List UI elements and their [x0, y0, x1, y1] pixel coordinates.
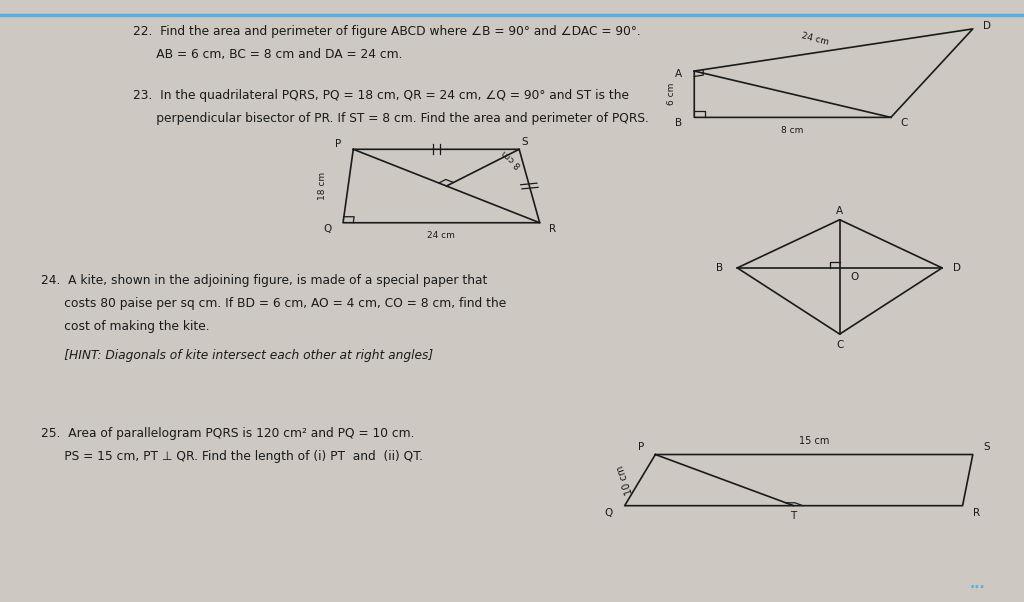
Text: Q: Q: [604, 508, 612, 518]
Text: 15 cm: 15 cm: [799, 436, 829, 446]
Text: D: D: [953, 263, 962, 273]
Text: 24 cm: 24 cm: [801, 31, 829, 47]
Text: perpendicular bisector of PR. If ST = 8 cm. Find the area and perimeter of PQRS.: perpendicular bisector of PR. If ST = 8 …: [133, 112, 649, 125]
Text: 10 cm: 10 cm: [614, 464, 635, 496]
Text: ...: ...: [970, 577, 986, 591]
Text: R: R: [974, 508, 980, 518]
Text: A: A: [837, 206, 843, 216]
Text: C: C: [900, 119, 908, 128]
Text: 6 cm: 6 cm: [668, 83, 676, 105]
Text: P: P: [638, 442, 644, 452]
Text: P: P: [335, 140, 341, 149]
Text: 8 cm: 8 cm: [500, 148, 523, 169]
Text: 24 cm: 24 cm: [427, 232, 456, 240]
Text: PS = 15 cm, PT ⊥ QR. Find the length of (i) PT  and  (ii) QT.: PS = 15 cm, PT ⊥ QR. Find the length of …: [41, 450, 423, 464]
Text: 22.  Find the area and perimeter of figure ABCD where ∠B = 90° and ∠DAC = 90°.: 22. Find the area and perimeter of figur…: [133, 25, 641, 39]
Text: D: D: [983, 21, 991, 31]
Text: B: B: [676, 119, 682, 128]
Text: R: R: [550, 224, 556, 234]
Text: 18 cm: 18 cm: [318, 172, 327, 200]
Text: A: A: [676, 69, 682, 79]
Text: C: C: [836, 340, 844, 350]
Text: Q: Q: [324, 224, 332, 234]
Text: 23.  In the quadrilateral PQRS, PQ = 18 cm, QR = 24 cm, ∠Q = 90° and ST is the: 23. In the quadrilateral PQRS, PQ = 18 c…: [133, 89, 629, 102]
Text: S: S: [521, 137, 527, 147]
Text: B: B: [717, 263, 723, 273]
Text: O: O: [850, 272, 858, 282]
Text: [HINT: Diagonals of kite intersect each other at right angles]: [HINT: Diagonals of kite intersect each …: [41, 349, 433, 362]
Text: T: T: [791, 511, 797, 521]
Text: 24.  A kite, shown in the adjoining figure, is made of a special paper that: 24. A kite, shown in the adjoining figur…: [41, 274, 487, 287]
Text: AB = 6 cm, BC = 8 cm and DA = 24 cm.: AB = 6 cm, BC = 8 cm and DA = 24 cm.: [133, 48, 402, 61]
Text: 25.  Area of parallelogram PQRS is 120 cm² and PQ = 10 cm.: 25. Area of parallelogram PQRS is 120 cm…: [41, 427, 415, 441]
Text: 8 cm: 8 cm: [781, 126, 804, 135]
Text: S: S: [984, 442, 990, 452]
Text: costs 80 paise per sq cm. If BD = 6 cm, AO = 4 cm, CO = 8 cm, find the: costs 80 paise per sq cm. If BD = 6 cm, …: [41, 297, 506, 310]
Text: cost of making the kite.: cost of making the kite.: [41, 320, 210, 333]
